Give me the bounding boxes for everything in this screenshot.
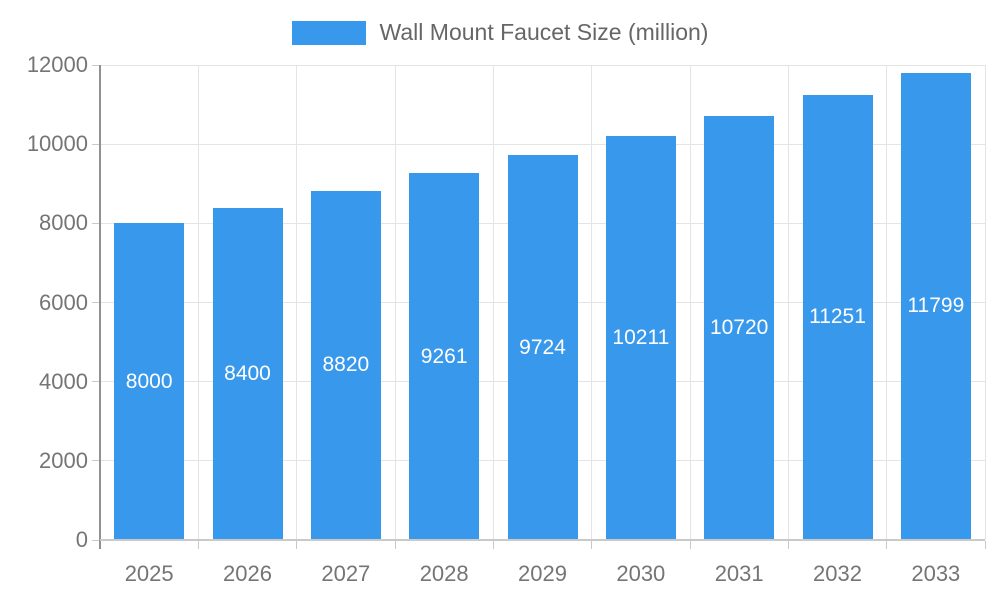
x-tick-label: 2027 — [321, 561, 371, 586]
x-tick-label: 2031 — [714, 561, 764, 586]
x-tick-label: 2028 — [419, 561, 469, 586]
bar-2025[interactable]: 8000 — [114, 223, 185, 539]
x-tick-label: 2032 — [813, 561, 862, 586]
gridline-vertical — [787, 65, 789, 540]
x-axis-tick — [492, 541, 494, 549]
y-tick-label: 12000 — [26, 52, 88, 77]
y-tick-label: 2000 — [39, 447, 88, 473]
y-tick-label: 8000 — [39, 210, 88, 236]
y-axis-tick — [92, 460, 99, 462]
y-axis-tick — [92, 222, 99, 224]
bar-value-label: 8820 — [322, 353, 370, 377]
x-axis-tick — [689, 541, 691, 549]
bar-2029[interactable]: 9724 — [507, 155, 578, 539]
x-tick-label: 2033 — [911, 561, 961, 586]
x-axis-tick — [394, 541, 396, 549]
x-axis-tick — [591, 541, 593, 549]
y-axis-line — [99, 65, 101, 549]
y-axis-tick — [92, 381, 99, 383]
gridline-vertical — [689, 65, 691, 540]
y-axis-tick — [92, 302, 99, 303]
bar-2026[interactable]: 8400 — [212, 207, 283, 539]
y-axis-tick — [92, 539, 99, 541]
x-tick-label: 2026 — [223, 561, 272, 586]
y-tick-label: 10000 — [26, 131, 88, 157]
bar-2032[interactable]: 11251 — [802, 94, 873, 539]
y-axis-tick — [92, 143, 99, 145]
gridline-horizontal — [100, 143, 985, 145]
gridline-horizontal — [100, 64, 985, 66]
gridline-vertical — [197, 65, 199, 540]
gridline-vertical — [394, 65, 396, 540]
y-tick-label: 4000 — [39, 368, 88, 394]
legend-item[interactable]: Wall Mount Faucet Size (million) — [0, 19, 1000, 46]
legend-swatch — [291, 20, 366, 45]
y-axis-tick — [92, 64, 99, 66]
bar-value-label: 9724 — [519, 335, 566, 359]
bar-value-label: 9261 — [420, 344, 468, 368]
bar-value-label: 11799 — [907, 294, 965, 318]
gridline-vertical — [591, 65, 593, 540]
bar-value-label: 10211 — [612, 325, 670, 349]
bar-value-label: 8000 — [125, 369, 173, 393]
x-axis-line — [100, 539, 985, 541]
x-axis-tick — [984, 541, 986, 549]
x-axis-tick — [886, 541, 888, 549]
gridline-vertical — [296, 65, 298, 540]
bar-value-label: 10720 — [709, 315, 769, 339]
bar-value-label: 8400 — [224, 361, 271, 385]
x-tick-label: 2025 — [124, 561, 174, 586]
x-tick-label: 2030 — [616, 561, 666, 586]
x-axis-tick — [197, 541, 199, 549]
bar-2028[interactable]: 9261 — [409, 173, 480, 539]
bar-2030[interactable]: 10211 — [605, 135, 676, 539]
gridline-vertical — [886, 65, 888, 540]
y-tick-label: 6000 — [39, 289, 88, 315]
x-axis-tick — [787, 541, 789, 549]
bar-value-label: 11251 — [809, 305, 866, 329]
bar-2027[interactable]: 8820 — [310, 190, 381, 539]
legend-label: Wall Mount Faucet Size (million) — [379, 19, 709, 45]
gridline-vertical — [984, 65, 986, 540]
x-axis-tick — [296, 541, 298, 549]
x-tick-label: 2029 — [518, 561, 567, 586]
bar-2033[interactable]: 11799 — [900, 72, 971, 539]
bar-2031[interactable]: 10720 — [704, 115, 775, 539]
y-tick-label: 0 — [75, 527, 88, 552]
gridline-vertical — [492, 65, 494, 540]
